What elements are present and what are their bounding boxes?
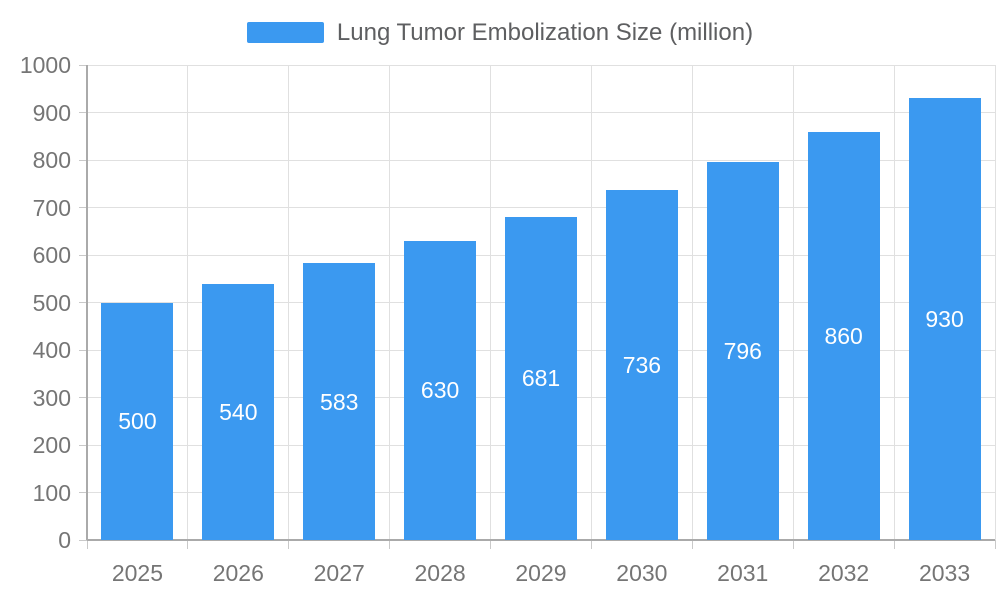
y-axis-tick [79,112,87,113]
gridline-horizontal [87,159,995,161]
gridline-vertical [994,65,996,540]
bar-value-label: 500 [118,408,157,435]
gridline-vertical [187,65,189,540]
y-tick-label: 900 [32,99,71,126]
legend-label: Lung Tumor Embolization Size (million) [336,19,754,46]
x-axis-tick [389,540,391,549]
y-tick-label: 1000 [19,52,71,78]
gridline-vertical [691,65,693,540]
x-axis-tick [288,540,290,549]
y-tick-label: 100 [32,479,71,506]
y-tick-label: 0 [58,527,71,553]
y-tick-label: 500 [32,289,71,316]
y-axis-tick [79,539,87,541]
y-tick-label: 300 [32,384,71,411]
legend-item[interactable]: Lung Tumor Embolization Size (million) [0,20,1000,45]
bar-2032[interactable] [807,131,880,540]
bar-value-label: 540 [219,398,258,425]
gridline-horizontal [87,112,995,113]
bar-value-label: 930 [925,306,964,333]
bar-2026[interactable] [202,283,275,540]
x-tick-label: 2026 [212,560,264,586]
y-tick-label: 800 [32,147,71,173]
gridline-horizontal [87,207,995,208]
bar-value-label: 860 [824,322,863,349]
y-axis-tick [79,64,87,66]
gridline-vertical [590,65,592,540]
y-axis-line [86,65,88,540]
legend-swatch-icon [246,22,324,43]
y-axis-tick [79,444,87,446]
y-axis-tick [79,254,87,256]
y-axis-tick [79,302,87,303]
bar-value-label: 736 [622,352,662,379]
x-axis-tick [590,540,592,549]
gridline-vertical [288,65,290,540]
y-axis-tick [79,397,87,398]
x-tick-label: 2030 [616,560,668,586]
gridline-vertical [893,65,895,540]
bar-2025[interactable] [101,302,174,540]
x-tick-label: 2029 [515,560,567,586]
bar-value-label: 681 [521,365,561,392]
bar-2030[interactable] [605,190,678,540]
bar-2033[interactable] [908,98,981,540]
bar-2027[interactable] [303,263,376,540]
y-axis-tick [79,207,87,208]
y-axis-tick [79,349,87,351]
x-axis-tick [86,540,88,549]
bar-value-label: 583 [320,388,359,415]
y-tick-label: 200 [32,432,71,458]
bar-2031[interactable] [706,161,779,540]
x-axis-tick [792,540,794,549]
x-tick-label: 2033 [918,560,971,586]
x-tick-label: 2027 [313,560,365,586]
y-tick-label: 600 [32,242,71,268]
gridline-horizontal [87,64,995,66]
gridline-vertical [490,65,492,540]
gridline-vertical [389,65,391,540]
x-tick-label: 2025 [111,560,164,586]
x-axis-tick [691,540,693,549]
bar-value-label: 796 [723,337,762,364]
y-axis-tick [79,159,87,161]
x-tick-label: 2032 [818,560,870,586]
y-axis-tick [79,492,87,493]
x-axis-tick [490,540,492,549]
gridline-vertical [792,65,794,540]
x-axis-tick [893,540,895,549]
x-tick-label: 2028 [414,560,466,586]
x-tick-label: 2031 [717,560,769,586]
x-axis-tick [994,540,996,549]
bar-2029[interactable] [505,216,577,540]
x-axis-tick [187,540,189,549]
y-tick-label: 400 [32,337,71,363]
bar-2028[interactable] [404,240,477,540]
bar-value-label: 630 [420,377,460,404]
y-tick-label: 700 [32,194,71,221]
